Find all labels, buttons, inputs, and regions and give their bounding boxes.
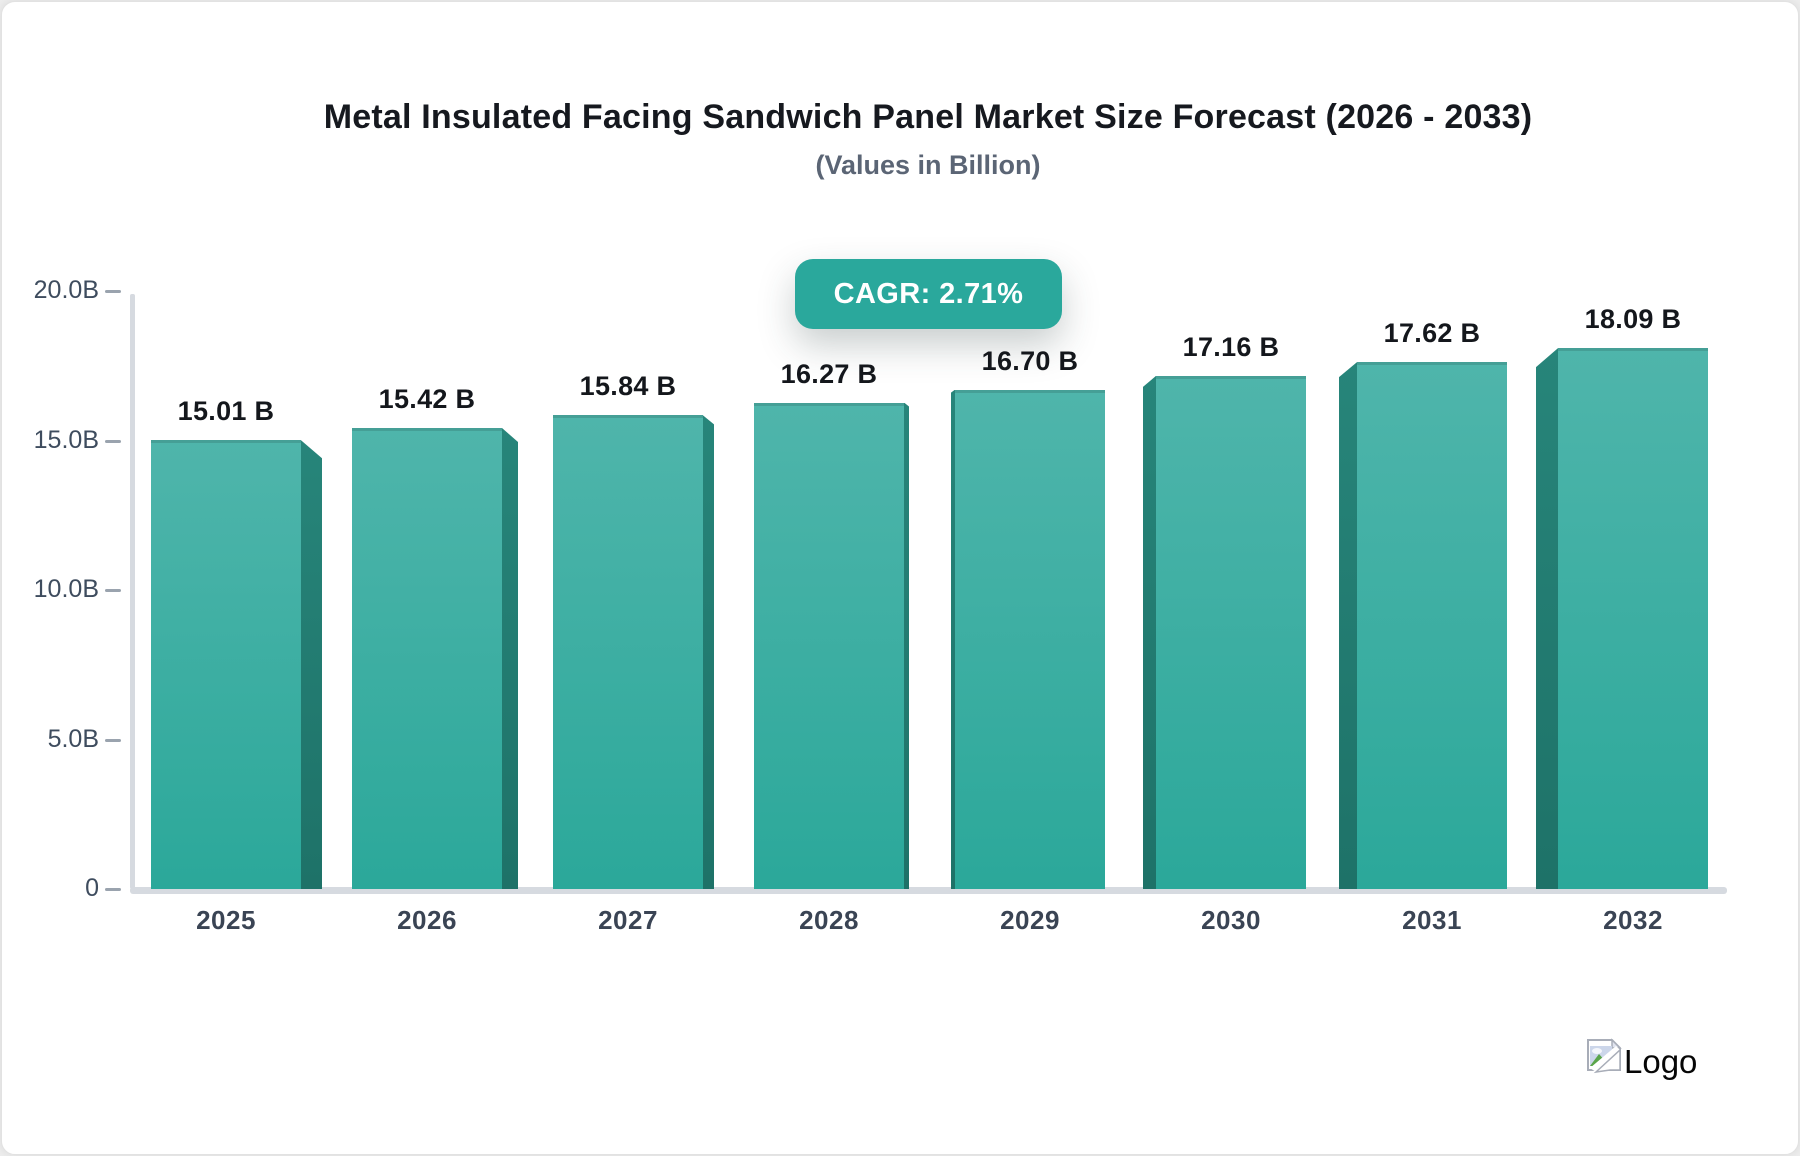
- logo: Logo: [1586, 1038, 1697, 1080]
- y-axis-tick-label: 10.0B: [33, 575, 99, 603]
- bar-2025: [151, 440, 301, 889]
- y-axis-tick-mark: [105, 290, 121, 293]
- y-axis-tick-label: 0: [85, 874, 99, 902]
- logo-text: Logo: [1624, 1042, 1698, 1080]
- y-axis-tick-mark: [105, 738, 121, 742]
- y-axis-tick-mark: [105, 439, 121, 443]
- x-axis-label-2027: 2027: [598, 905, 658, 935]
- x-axis-label-2025: 2025: [196, 905, 256, 935]
- bar-3d-side: [1339, 362, 1357, 889]
- bar-value-label: 17.16 B: [1182, 331, 1280, 362]
- x-axis-label-2031: 2031: [1402, 905, 1462, 935]
- broken-image-icon: [1587, 1038, 1622, 1074]
- bar-2026: [352, 427, 502, 889]
- y-axis-tick-label: 15.0B: [33, 425, 99, 454]
- cagr-badge-label: CAGR: 2.71%: [833, 277, 1024, 310]
- chart-subtitle: (Values in Billion): [815, 150, 1041, 180]
- bar-3d-side: [904, 402, 909, 889]
- x-axis-label-2032: 2032: [1603, 905, 1663, 935]
- bar-value-label: 16.27 B: [780, 358, 878, 389]
- bar-value-label: 15.01 B: [177, 396, 275, 427]
- bar-3d-side: [1143, 375, 1156, 889]
- y-axis-tick-mark: [105, 589, 121, 592]
- bar-2031: [1357, 362, 1507, 889]
- bar-2032: [1558, 348, 1708, 889]
- cagr-badge: CAGR: 2.71%: [795, 259, 1062, 329]
- bar-3d-side: [502, 427, 518, 889]
- y-axis-tick-label: 20.0B: [33, 276, 99, 304]
- chart-title: Metal Insulated Facing Sandwich Panel Ma…: [323, 98, 1533, 136]
- bar-2028: [754, 402, 904, 889]
- bar-value-label: 15.84 B: [579, 371, 677, 402]
- bar-value-label: 15.42 B: [378, 383, 476, 414]
- bar-3d-side: [301, 440, 322, 889]
- x-axis-label-2029: 2029: [1000, 905, 1060, 935]
- x-axis-label-2030: 2030: [1201, 905, 1261, 935]
- y-axis-line: [130, 294, 135, 889]
- bar-value-label: 17.62 B: [1383, 318, 1481, 349]
- bar-value-label: 18.09 B: [1584, 304, 1682, 335]
- bar-3d-side: [951, 389, 955, 889]
- x-axis-label-2026: 2026: [397, 905, 457, 935]
- bar-2027: [553, 415, 703, 889]
- x-axis-baseline: [130, 887, 1727, 894]
- bar-3d-side: [1536, 348, 1558, 889]
- y-axis-tick-label: 5.0B: [47, 724, 99, 753]
- bar-2029: [955, 389, 1105, 889]
- bar-3d-side: [703, 415, 714, 889]
- x-axis-label-2028: 2028: [799, 905, 859, 935]
- y-axis-tick-mark: [105, 888, 121, 891]
- bar-2030: [1156, 375, 1306, 889]
- bar-value-label: 16.70 B: [981, 345, 1079, 376]
